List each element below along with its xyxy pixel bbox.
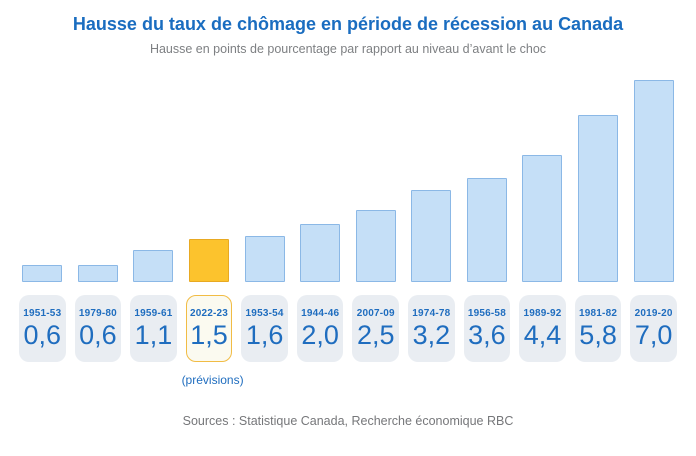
value-box: 2007-09 2,5 [352, 295, 400, 362]
note-cell [524, 373, 569, 387]
bar-column [241, 236, 288, 282]
year-label: 1953-54 [245, 307, 284, 319]
bars-row [0, 80, 696, 282]
bar [466, 178, 507, 282]
chart-title: Hausse du taux de chômage en période de … [72, 14, 624, 34]
value-box-highlight: 2022-23 1,5 [185, 295, 233, 362]
year-label: 1989-92 [523, 307, 562, 319]
value-label: 0,6 [23, 319, 62, 350]
note-cell [73, 373, 118, 387]
year-label: 1956-58 [467, 307, 506, 319]
value-label: 2,5 [356, 319, 395, 350]
bar-column [519, 155, 566, 282]
value-label: 0,6 [79, 319, 117, 350]
bar-highlight [189, 239, 230, 282]
bar-column [130, 250, 177, 282]
bar [633, 80, 674, 282]
note-cell [415, 373, 460, 387]
forecast-note: (prévisions) [181, 373, 244, 387]
value-label: 1,5 [190, 319, 228, 350]
note-cell [127, 373, 172, 387]
bar [77, 265, 118, 282]
value-label: 2,0 [301, 319, 339, 350]
bar-column [297, 224, 344, 282]
year-label: 1979-80 [78, 307, 117, 319]
chart-subtitle: Hausse en points de pourcentage par rapp… [149, 42, 547, 56]
value-label: 3,2 [412, 319, 451, 350]
value-box: 1981-82 5,8 [574, 295, 622, 362]
bar-column [464, 178, 511, 282]
bar-column [19, 265, 66, 282]
value-label: 3,6 [468, 319, 506, 350]
bar [133, 250, 174, 282]
year-label: 2022-23 [189, 307, 229, 319]
value-box: 1959-61 1,1 [130, 295, 177, 362]
value-box: 1974-78 3,2 [408, 295, 455, 362]
note-cell: (prévisions) [182, 373, 244, 387]
bar-column [186, 239, 233, 282]
value-box: 1953-54 1,6 [241, 295, 288, 362]
note-cell [253, 373, 298, 387]
bar-column [75, 265, 122, 282]
value-box: 2019-20 7,0 [630, 295, 677, 362]
year-label: 1944-46 [301, 307, 340, 319]
year-label: 1959-61 [134, 307, 173, 319]
note-cell [578, 373, 623, 387]
year-label: 2007-09 [356, 307, 395, 319]
year-label: 1981-82 [579, 307, 618, 319]
year-label: 1951-53 [23, 307, 62, 319]
bar [300, 224, 341, 282]
note-cell [469, 373, 514, 387]
note-cell [19, 373, 64, 387]
bar-column [352, 210, 399, 282]
value-box: 1951-53 0,6 [19, 295, 66, 362]
value-label: 7,0 [634, 319, 673, 350]
year-label: 2019-20 [634, 307, 673, 319]
sources-note: Sources : Statistique Canada, Recherche … [182, 414, 514, 428]
note-cell [632, 373, 677, 387]
value-label: 5,8 [579, 319, 617, 350]
bar-column [408, 190, 455, 282]
value-box: 1944-46 2,0 [296, 295, 344, 362]
bar [578, 115, 619, 282]
value-box: 1979-80 0,6 [74, 295, 122, 362]
note-cell [307, 373, 352, 387]
bar [22, 265, 63, 282]
bar [522, 155, 563, 282]
value-labels-row: 1951-53 0,6 1979-80 0,6 1959-61 1,1 2022-23 1,5… [0, 295, 696, 362]
note-cell [361, 373, 406, 387]
forecast-note-row: (prévisions) [0, 373, 696, 387]
value-label: 1,6 [245, 319, 284, 350]
bar [411, 190, 452, 282]
bar [244, 236, 285, 282]
value-label: 1,1 [134, 319, 173, 350]
value-box: 1956-58 3,6 [463, 295, 511, 362]
bar [355, 210, 396, 282]
year-label: 1974-78 [412, 307, 451, 319]
value-box: 1989-92 4,4 [519, 295, 566, 362]
infographic-root: Hausse du taux de chômage en période de … [0, 14, 696, 428]
bar-column [575, 115, 622, 282]
bar-column [630, 80, 677, 282]
value-label: 4,4 [523, 319, 562, 350]
